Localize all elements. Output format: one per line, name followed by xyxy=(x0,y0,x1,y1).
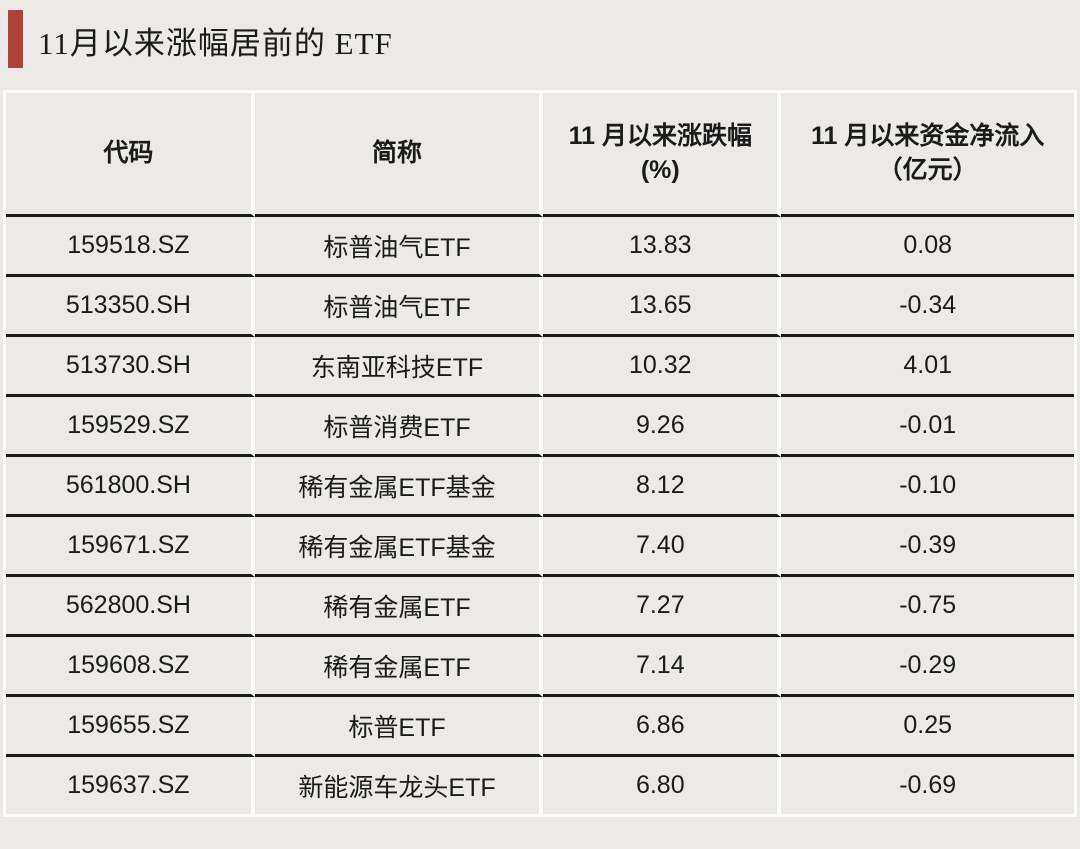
cell-code: 159637.SZ xyxy=(6,757,255,814)
header-change-pct: 11 月以来涨跌幅 (%) xyxy=(543,93,782,217)
cell-change-pct: 13.65 xyxy=(543,277,782,337)
cell-change-pct: 7.27 xyxy=(543,577,782,637)
etf-table-container: 代码 简称 11 月以来涨跌幅 (%) 11 月以来资金净流入 （亿元） 159… xyxy=(3,90,1077,817)
table-row: 159529.SZ 标普消费ETF 9.26 -0.01 xyxy=(6,397,1074,457)
cell-name: 稀有金属ETF xyxy=(254,577,544,637)
table-row: 159637.SZ 新能源车龙头ETF 6.80 -0.69 xyxy=(6,757,1074,814)
header-name-label: 简称 xyxy=(372,138,423,167)
cell-change-pct: 7.40 xyxy=(543,517,782,577)
cell-net-inflow: 0.08 xyxy=(781,217,1074,277)
table-row: 513350.SH 标普油气ETF 13.65 -0.34 xyxy=(6,277,1074,337)
cell-name: 标普油气ETF xyxy=(254,277,544,337)
cell-net-inflow: -0.29 xyxy=(781,637,1074,697)
cell-net-inflow: 4.01 xyxy=(781,337,1074,397)
cell-name: 东南亚科技ETF xyxy=(254,337,544,397)
cell-code: 159529.SZ xyxy=(6,397,255,457)
header-net-inflow-unit: （亿元） xyxy=(877,155,978,184)
cell-code: 513730.SH xyxy=(6,337,255,397)
cell-code: 561800.SH xyxy=(6,457,255,517)
header-net-inflow: 11 月以来资金净流入 （亿元） xyxy=(781,93,1074,217)
table-header: 代码 简称 11 月以来涨跌幅 (%) 11 月以来资金净流入 （亿元） xyxy=(6,93,1074,217)
header-code: 代码 xyxy=(6,93,255,217)
cell-code: 159671.SZ xyxy=(6,517,255,577)
table-row: 159671.SZ 稀有金属ETF基金 7.40 -0.39 xyxy=(6,517,1074,577)
cell-net-inflow: -0.10 xyxy=(781,457,1074,517)
cell-net-inflow: -0.39 xyxy=(781,517,1074,577)
cell-code: 159655.SZ xyxy=(6,697,255,757)
page-title: 11月以来涨幅居前的 ETF xyxy=(38,26,393,61)
cell-change-pct: 10.32 xyxy=(543,337,782,397)
table-row: 513730.SH 东南亚科技ETF 10.32 4.01 xyxy=(6,337,1074,397)
table-row: 562800.SH 稀有金属ETF 7.27 -0.75 xyxy=(6,577,1074,637)
cell-name: 稀有金属ETF基金 xyxy=(254,517,544,577)
cell-code: 513350.SH xyxy=(6,277,255,337)
cell-name: 标普ETF xyxy=(254,697,544,757)
cell-name: 稀有金属ETF xyxy=(254,637,544,697)
cell-net-inflow: -0.75 xyxy=(781,577,1074,637)
cell-name: 标普油气ETF xyxy=(254,217,544,277)
cell-change-pct: 7.14 xyxy=(543,637,782,697)
etf-table: 代码 简称 11 月以来涨跌幅 (%) 11 月以来资金净流入 （亿元） 159… xyxy=(6,93,1074,814)
cell-net-inflow: -0.01 xyxy=(781,397,1074,457)
cell-change-pct: 9.26 xyxy=(543,397,782,457)
cell-code: 159518.SZ xyxy=(6,217,255,277)
cell-code: 562800.SH xyxy=(6,577,255,637)
table-row: 159518.SZ 标普油气ETF 13.83 0.08 xyxy=(6,217,1074,277)
cell-change-pct: 6.86 xyxy=(543,697,782,757)
cell-name: 稀有金属ETF基金 xyxy=(254,457,544,517)
header-code-label: 代码 xyxy=(103,138,154,167)
header-name: 简称 xyxy=(254,93,544,217)
header-net-inflow-label: 11 月以来资金净流入 xyxy=(810,121,1045,150)
table-row: 159655.SZ 标普ETF 6.86 0.25 xyxy=(6,697,1074,757)
cell-change-pct: 13.83 xyxy=(543,217,782,277)
cell-net-inflow: -0.69 xyxy=(781,757,1074,814)
header-row: 代码 简称 11 月以来涨跌幅 (%) 11 月以来资金净流入 （亿元） xyxy=(6,93,1074,217)
cell-net-inflow: -0.34 xyxy=(781,277,1074,337)
cell-change-pct: 8.12 xyxy=(543,457,782,517)
table-body: 159518.SZ 标普油气ETF 13.83 0.08 513350.SH 标普油气ET… xyxy=(6,217,1074,814)
cell-change-pct: 6.80 xyxy=(543,757,782,814)
cell-code: 159608.SZ xyxy=(6,637,255,697)
cell-name: 新能源车龙头ETF xyxy=(254,757,544,814)
header-change-pct-label: 11 月以来涨跌幅 xyxy=(568,121,752,150)
title-bar: 11月以来涨幅居前的 ETF xyxy=(0,0,1080,88)
table-row: 159608.SZ 稀有金属ETF 7.14 -0.29 xyxy=(6,637,1074,697)
header-change-pct-unit: (%) xyxy=(640,155,680,184)
red-accent-bar-icon xyxy=(8,10,23,68)
table-row: 561800.SH 稀有金属ETF基金 8.12 -0.10 xyxy=(6,457,1074,517)
cell-name: 标普消费ETF xyxy=(254,397,544,457)
cell-net-inflow: 0.25 xyxy=(781,697,1074,757)
